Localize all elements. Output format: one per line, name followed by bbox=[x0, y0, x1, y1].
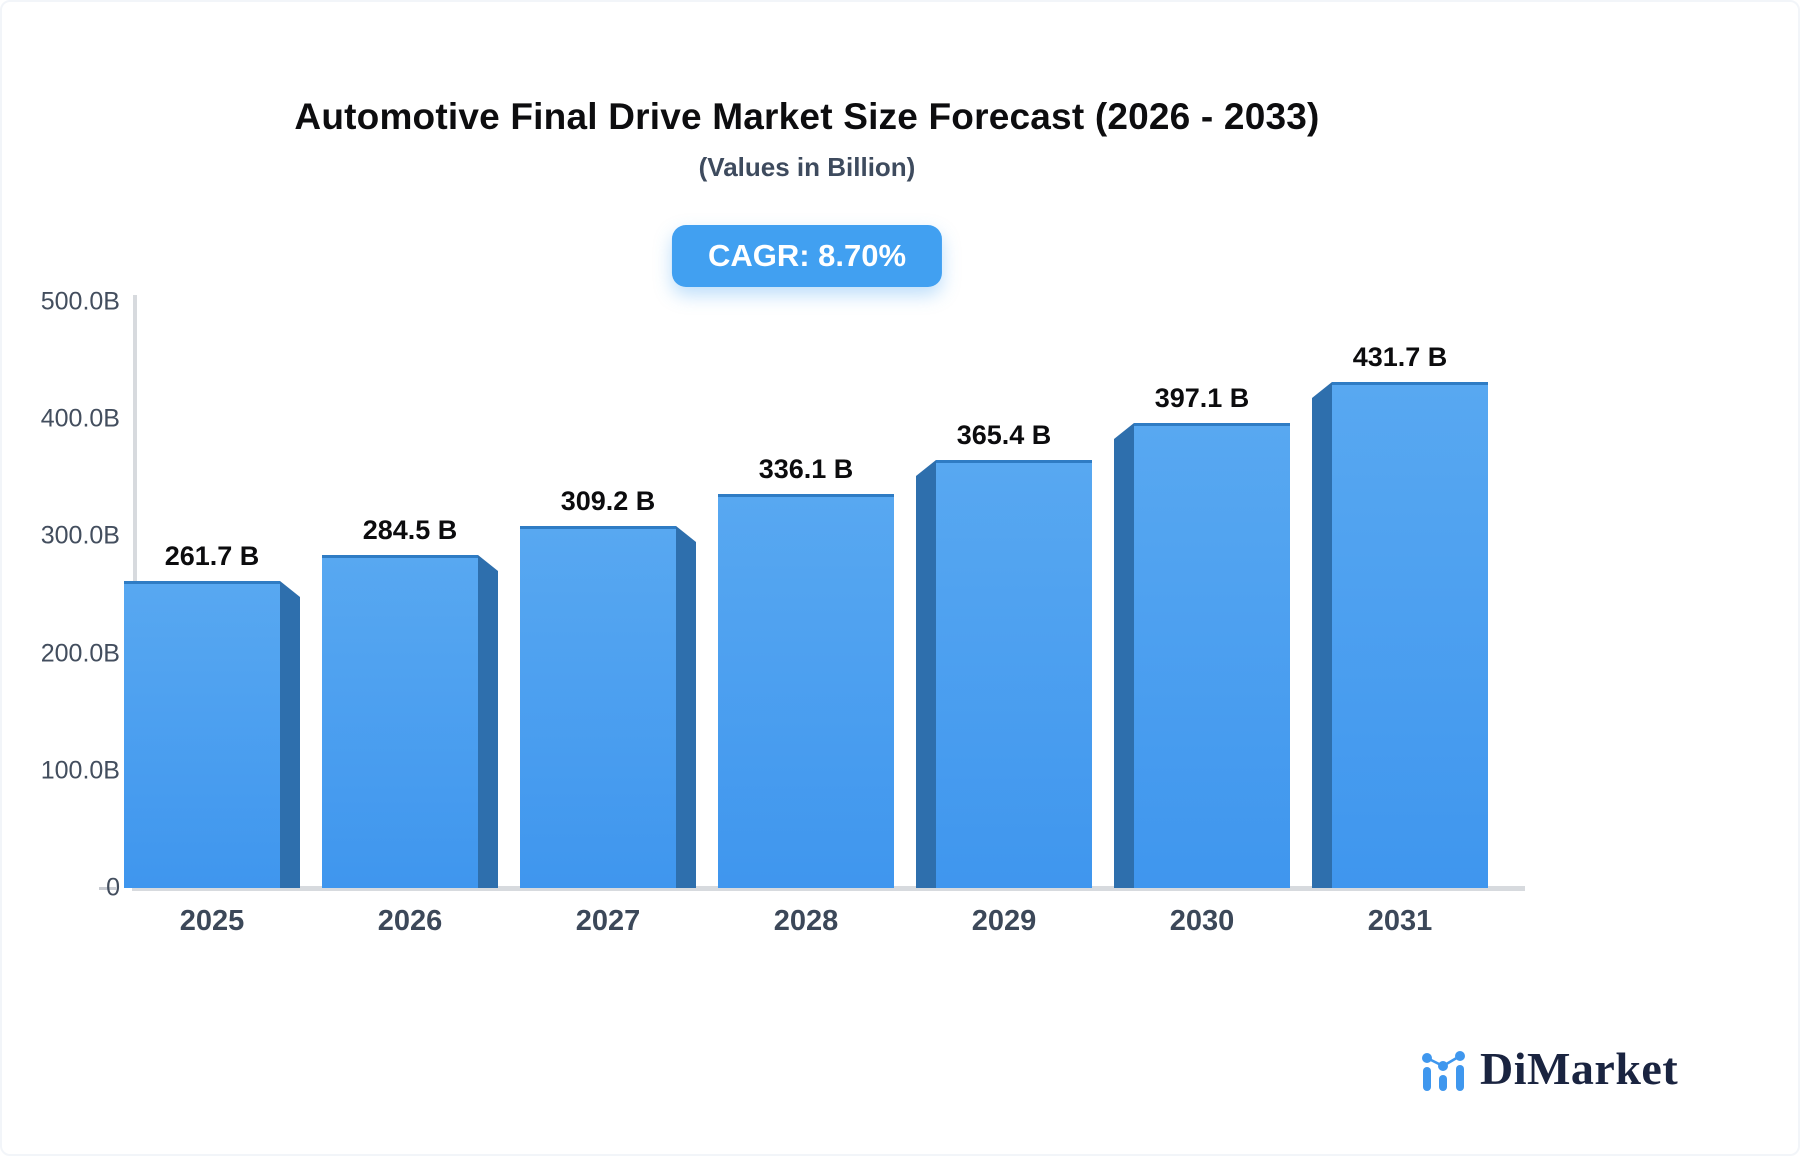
y-axis-tick-label: 200.0B bbox=[40, 639, 120, 668]
bar-face bbox=[1134, 423, 1290, 888]
y-axis-tick-label: 0 bbox=[106, 873, 120, 902]
chart-title: Automotive Final Drive Market Size Forec… bbox=[294, 96, 1320, 137]
bar-2025 bbox=[124, 581, 300, 888]
bar-top-edge bbox=[936, 460, 1092, 463]
y-axis-tick-label: 100.0B bbox=[40, 756, 120, 785]
bar-face bbox=[124, 581, 280, 888]
y-axis-tick-label: 500.0B bbox=[40, 287, 120, 316]
bar-side-bevel bbox=[916, 460, 936, 888]
bar-side-bevel bbox=[676, 526, 696, 888]
bar-top-edge bbox=[124, 581, 280, 584]
zero-tick-mark bbox=[99, 887, 116, 890]
x-axis-year-label: 2027 bbox=[575, 905, 641, 937]
chart-subtitle: (Values in Billion) bbox=[698, 152, 916, 182]
bar-value-label: 284.5 B bbox=[362, 515, 458, 545]
bar-top-edge bbox=[718, 494, 894, 497]
bar-face bbox=[322, 555, 478, 888]
x-axis-year-label: 2026 bbox=[377, 905, 443, 937]
bar-2028 bbox=[718, 494, 894, 888]
bar-value-label: 261.7 B bbox=[164, 541, 260, 571]
dimarket-chart-icon bbox=[1422, 1050, 1465, 1091]
bar-side-bevel bbox=[280, 581, 300, 888]
x-axis-year-label: 2031 bbox=[1367, 905, 1433, 937]
bar-2030 bbox=[1114, 423, 1290, 888]
bar-value-label: 431.7 B bbox=[1352, 342, 1448, 372]
bar-2027 bbox=[520, 526, 696, 888]
bar-face bbox=[520, 526, 676, 888]
cagr-badge: CAGR: 8.70% bbox=[671, 225, 943, 287]
bar-top-edge bbox=[1332, 382, 1488, 385]
bar-value-label: 397.1 B bbox=[1154, 383, 1250, 413]
bar-top-edge bbox=[520, 526, 676, 529]
x-axis-year-label: 2029 bbox=[971, 905, 1037, 937]
y-axis-tick-label: 400.0B bbox=[40, 404, 120, 433]
bar-value-label: 365.4 B bbox=[956, 420, 1052, 450]
bar-top-edge bbox=[1134, 423, 1290, 426]
bar-face bbox=[1332, 382, 1488, 888]
bar-value-label: 336.1 B bbox=[758, 454, 854, 484]
bar-2029 bbox=[916, 460, 1092, 888]
bar-face bbox=[718, 494, 894, 888]
brand-logo: DiMarket bbox=[1420, 1042, 1678, 1095]
bar-side-bevel bbox=[1312, 382, 1332, 888]
bar-face bbox=[936, 460, 1092, 888]
bar-side-bevel bbox=[1114, 423, 1134, 888]
bar-2031 bbox=[1312, 382, 1488, 888]
y-axis-tick-label: 300.0B bbox=[40, 521, 120, 550]
bar-side-bevel bbox=[478, 555, 498, 888]
bar-top-edge bbox=[322, 555, 478, 558]
x-axis-line bbox=[132, 886, 1525, 891]
x-axis-year-label: 2025 bbox=[179, 905, 245, 937]
bar-value-label: 309.2 B bbox=[560, 486, 656, 516]
x-axis-year-label: 2028 bbox=[773, 905, 839, 937]
x-axis-year-label: 2030 bbox=[1169, 905, 1235, 937]
bar-2026 bbox=[322, 555, 498, 888]
brand-name: DiMarket bbox=[1480, 1043, 1679, 1094]
